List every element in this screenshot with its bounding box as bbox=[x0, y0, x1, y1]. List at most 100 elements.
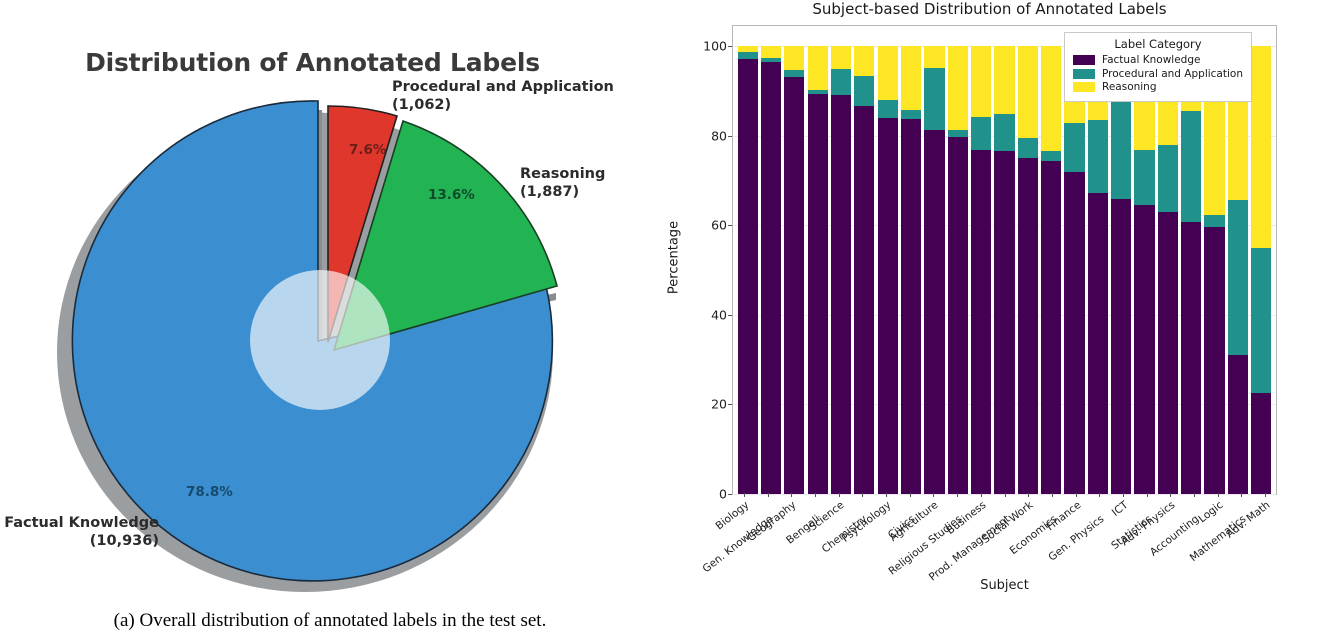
y-tick-label-40: 40 bbox=[711, 307, 727, 323]
legend-swatch-icon bbox=[1073, 82, 1095, 92]
legend-title: Label Category bbox=[1114, 37, 1202, 51]
bar-chart-title: Subject-based Distribution of Annotated … bbox=[812, 0, 1167, 18]
bar-segment bbox=[760, 57, 782, 62]
bar-column[interactable] bbox=[807, 46, 828, 494]
x-tick-mark bbox=[1004, 493, 1006, 497]
x-tick-mark bbox=[1075, 493, 1077, 497]
x-tick-mark bbox=[1146, 493, 1148, 497]
bar-segment bbox=[1134, 150, 1155, 206]
x-tick-mark bbox=[1170, 493, 1172, 497]
y-tick-label-80: 80 bbox=[711, 128, 727, 144]
bar-segment bbox=[947, 130, 968, 137]
bar-segment bbox=[994, 150, 1015, 494]
bar-chart-legend: Label Category Factual Knowledge Procedur… bbox=[1064, 32, 1252, 102]
bar-segment bbox=[784, 46, 805, 71]
bar-segment bbox=[1041, 46, 1062, 151]
y-tick-label-0: 0 bbox=[719, 486, 727, 502]
legend-item-label: Procedural and Application bbox=[1102, 67, 1243, 80]
bar-column[interactable] bbox=[1111, 46, 1132, 494]
x-tick-mark bbox=[1122, 493, 1124, 497]
legend-item-label: Factual Knowledge bbox=[1102, 54, 1201, 66]
bar-column[interactable] bbox=[1064, 46, 1085, 494]
y-tick-mark-60 bbox=[728, 225, 732, 227]
bar-segment bbox=[854, 105, 875, 494]
legend-swatch-icon bbox=[1073, 55, 1095, 65]
bar-segment bbox=[1251, 46, 1272, 249]
x-tick-mark bbox=[838, 493, 840, 497]
y-tick-label-60: 60 bbox=[711, 217, 727, 233]
bar-column[interactable] bbox=[1181, 46, 1202, 494]
bar-segment bbox=[1087, 192, 1108, 494]
legend-item[interactable]: Reasoning bbox=[1073, 81, 1243, 93]
x-tick-mark bbox=[909, 493, 911, 497]
bar-segment bbox=[924, 67, 945, 130]
bar-segment bbox=[1251, 393, 1272, 494]
pie-percent-factual-knowledge: 78.8% bbox=[186, 484, 233, 500]
bar-segment bbox=[1017, 137, 1038, 159]
x-tick-mark bbox=[862, 493, 864, 497]
bar-segment bbox=[1111, 83, 1132, 200]
pie-percent-reasoning: 13.6% bbox=[428, 187, 475, 203]
legend-rows: Factual Knowledge Procedural and Applicat… bbox=[1073, 54, 1243, 93]
bar-segment bbox=[830, 95, 852, 494]
x-tick-mark bbox=[1028, 493, 1030, 497]
bar-column[interactable] bbox=[994, 46, 1015, 494]
figure-a-caption: (a) Overall distribution of annotated la… bbox=[113, 610, 547, 631]
bar-segment bbox=[1181, 222, 1202, 494]
x-tick-mark bbox=[1265, 493, 1267, 497]
bar-column[interactable] bbox=[1087, 46, 1108, 494]
x-tick-mark bbox=[743, 493, 745, 497]
bar-column[interactable] bbox=[737, 46, 758, 494]
bar-column[interactable] bbox=[1251, 46, 1272, 494]
bar-column[interactable] bbox=[901, 46, 922, 494]
bar-column[interactable] bbox=[1134, 46, 1155, 494]
bar-segment bbox=[737, 46, 758, 53]
bar-chart-x-tick-labels: Biology Gen. Knowledge Geography Bengali Sci… bbox=[700, 493, 1277, 584]
bar-column[interactable] bbox=[1041, 46, 1062, 494]
y-tick-mark-20 bbox=[728, 404, 732, 406]
legend-swatch-icon bbox=[1073, 68, 1095, 79]
bar-column[interactable] bbox=[1157, 46, 1178, 494]
bar-column[interactable] bbox=[924, 46, 945, 494]
bar-column[interactable] bbox=[877, 46, 898, 494]
bar-segment bbox=[1157, 211, 1178, 494]
bar-segment bbox=[1064, 172, 1085, 494]
figure-a-pie: Distribution of Annotated Labels Procedu… bbox=[4, 48, 614, 631]
bar-column[interactable] bbox=[854, 46, 875, 494]
bar-column[interactable] bbox=[1017, 46, 1038, 494]
bar-column[interactable] bbox=[1227, 46, 1248, 494]
bar-segment bbox=[830, 46, 852, 69]
bar-segment bbox=[877, 46, 898, 100]
bar-segment bbox=[994, 46, 1015, 115]
bar-segment bbox=[924, 46, 945, 68]
bar-column[interactable] bbox=[830, 46, 852, 494]
bar-segment bbox=[1134, 205, 1155, 494]
bar-segment bbox=[901, 109, 922, 120]
pie-chart-title: Distribution of Annotated Labels bbox=[85, 48, 540, 77]
bar-chart-bars bbox=[733, 46, 1276, 494]
bar-column[interactable] bbox=[1204, 46, 1225, 494]
bar-segment bbox=[854, 46, 875, 77]
pie-slice-reasoning bbox=[332, 119, 558, 352]
bar-segment bbox=[807, 46, 828, 90]
bar-column[interactable] bbox=[971, 46, 992, 494]
pie-label-procedural-application: Procedural and Application (1,062) bbox=[392, 79, 614, 114]
x-tick-mark bbox=[980, 493, 982, 497]
x-tick-mark bbox=[814, 493, 816, 497]
bar-segment bbox=[1017, 158, 1038, 494]
figure-b-bar: Subject-based Distribution of Annotated … bbox=[660, 0, 1319, 638]
x-tick-mark bbox=[957, 493, 959, 497]
legend-item[interactable]: Factual Knowledge bbox=[1073, 54, 1243, 66]
y-tick-mark-40 bbox=[728, 314, 732, 316]
bar-segment bbox=[807, 94, 828, 494]
bar-column[interactable] bbox=[784, 46, 805, 494]
bar-segment bbox=[1204, 215, 1225, 227]
bar-column[interactable] bbox=[760, 46, 782, 494]
legend-item[interactable]: Procedural and Application bbox=[1073, 68, 1243, 80]
bar-segment bbox=[737, 52, 758, 60]
x-tick-mark bbox=[1099, 493, 1101, 497]
bar-chart-plot-area: 0 20 40 60 80 100 bbox=[703, 25, 1277, 502]
bar-segment bbox=[877, 117, 898, 494]
bar-column[interactable] bbox=[947, 46, 968, 494]
x-tick-mark bbox=[1051, 493, 1053, 497]
